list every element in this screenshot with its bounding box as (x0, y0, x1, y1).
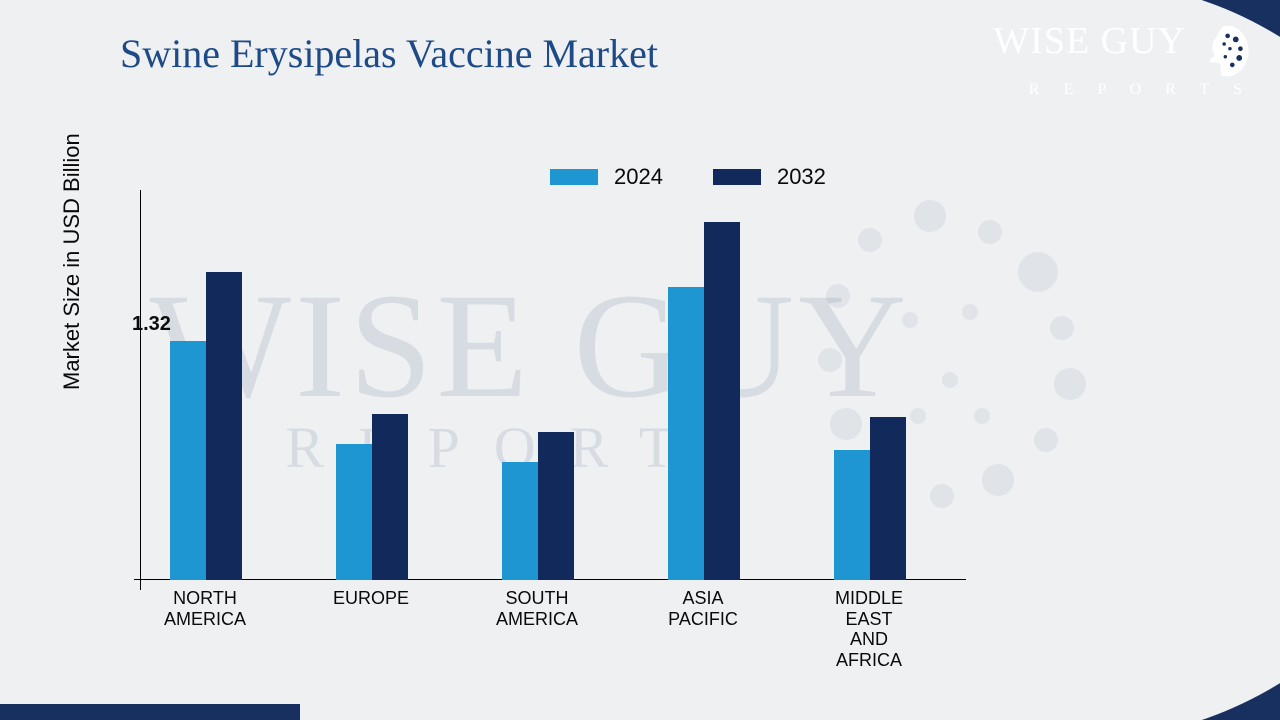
x-tick-label: NORTHAMERICA (140, 588, 270, 629)
bar (206, 272, 242, 580)
bar (336, 444, 372, 580)
legend-swatch (713, 169, 761, 185)
legend-swatch (550, 169, 598, 185)
bar (704, 222, 740, 580)
brand-main: WISE GUY (993, 22, 1186, 60)
bar (372, 414, 408, 580)
infographic-stage: WISE GUY REPORTS Swine Erysipelas Vaccin… (0, 0, 1280, 720)
legend-label: 2024 (614, 164, 663, 190)
x-tick-label: ASIAPACIFIC (638, 588, 768, 629)
x-tick-label: EUROPE (306, 588, 436, 609)
bar-group (668, 222, 740, 580)
bar (502, 462, 538, 580)
x-tick-label: SOUTHAMERICA (472, 588, 602, 629)
legend-label: 2032 (777, 164, 826, 190)
brand-sub: R E P O R T S (993, 82, 1252, 98)
y-axis (140, 190, 141, 590)
y-axis-label: Market Size in USD Billion (59, 133, 85, 390)
bar (170, 341, 206, 580)
data-label: 1.32 (132, 313, 171, 336)
brand-main-row: WISE GUY (993, 22, 1252, 80)
legend: 2024 2032 (550, 164, 826, 190)
bar-group (502, 432, 574, 580)
brand-logo: WISE GUY R E P O R T S (992, 22, 1252, 102)
plot-area: NORTHAMERICAEUROPESOUTHAMERICAASIAPACIFI… (140, 200, 960, 580)
legend-item: 2024 (550, 164, 663, 190)
bar-group (834, 417, 906, 580)
legend-item: 2032 (713, 164, 826, 190)
brand-head-icon (1194, 22, 1252, 80)
bar (834, 450, 870, 580)
bar-group (336, 414, 408, 580)
bottom-strip (0, 704, 300, 720)
chart-title: Swine Erysipelas Vaccine Market (120, 30, 658, 77)
bar (870, 417, 906, 580)
x-tick-label: MIDDLEEASTANDAFRICA (804, 588, 934, 671)
bar (538, 432, 574, 580)
bar-group (170, 272, 242, 580)
bar (668, 287, 704, 580)
